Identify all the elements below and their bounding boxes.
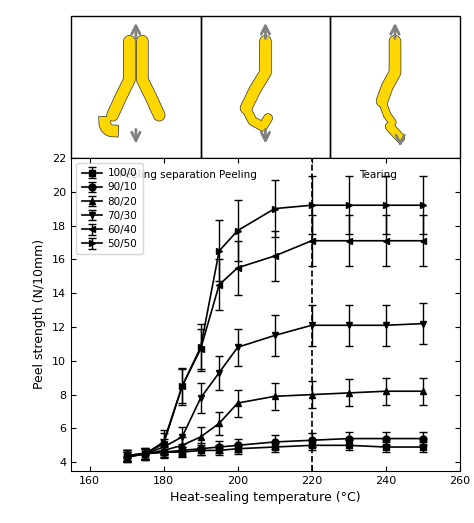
- X-axis label: Heat-sealing temperature (°C): Heat-sealing temperature (°C): [170, 491, 361, 504]
- Text: Tearing: Tearing: [359, 170, 397, 180]
- Bar: [330, 16, 460, 158]
- Text: Peeling separation: Peeling separation: [119, 170, 216, 180]
- Bar: [201, 16, 330, 158]
- Y-axis label: Peel strength (N/10mm): Peel strength (N/10mm): [34, 239, 46, 389]
- Text: Peeling: Peeling: [219, 170, 256, 180]
- Legend: 100/0, 90/10, 80/20, 70/30, 60/40, 50/50: 100/0, 90/10, 80/20, 70/30, 60/40, 50/50: [76, 163, 143, 254]
- Bar: [71, 16, 201, 158]
